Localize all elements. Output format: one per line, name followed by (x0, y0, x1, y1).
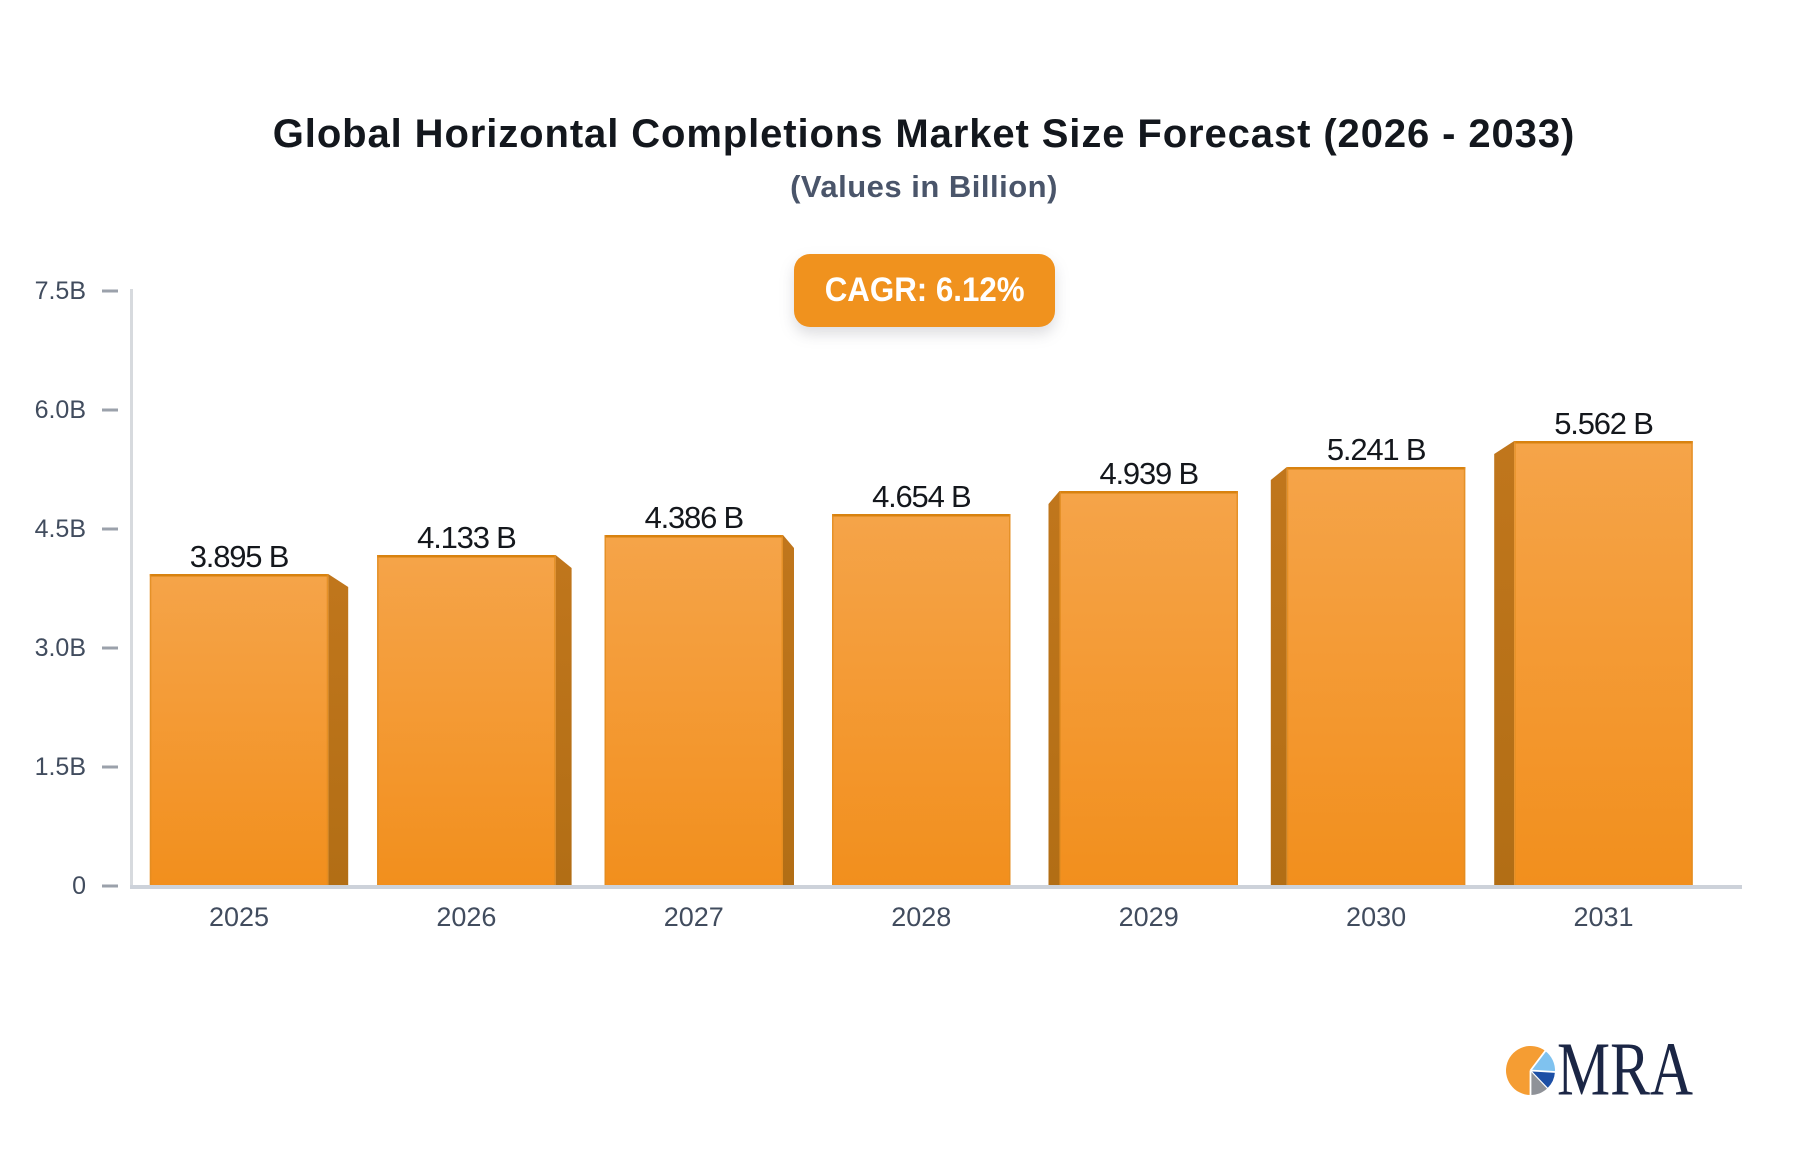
svg-text:MRA: MRA (1557, 1035, 1693, 1112)
